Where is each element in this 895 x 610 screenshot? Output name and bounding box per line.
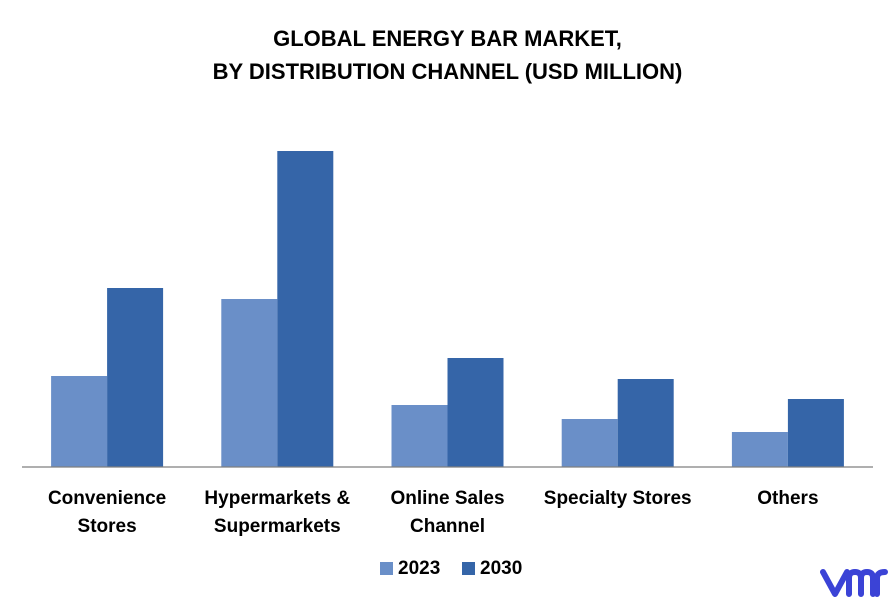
category-label-4-0: Others	[757, 488, 818, 509]
bar-2030-1	[277, 151, 334, 467]
bar-2023-3	[561, 419, 618, 467]
legend-swatch-2023	[380, 562, 393, 575]
bar-2030-4	[787, 399, 844, 467]
bar-2023-4	[731, 432, 788, 467]
bar-2030-0	[107, 288, 164, 467]
bar-2023-0	[51, 376, 108, 467]
vmr-logo	[820, 568, 888, 597]
category-label-2-1: Channel	[410, 516, 485, 537]
category-label-1-1: Supermarkets	[214, 516, 341, 537]
category-label-1-0: Hypermarkets &	[204, 488, 350, 509]
chart-title: GLOBAL ENERGY BAR MARKET, BY DISTRIBUTIO…	[0, 22, 895, 88]
category-label-2-0: Online Sales	[390, 488, 504, 509]
chart-title-line-2: BY DISTRIBUTION CHANNEL (USD MILLION)	[212, 59, 683, 84]
legend-swatch-2030	[462, 562, 475, 575]
category-label-0-0: Convenience	[48, 488, 166, 509]
chart-title-line-1: GLOBAL ENERGY BAR MARKET,	[273, 26, 622, 51]
category-label-3-0: Specialty Stores	[544, 488, 692, 509]
bar-2030-3	[617, 379, 674, 467]
bar-2030-2	[447, 358, 504, 467]
legend-label-2030: 2030	[480, 558, 522, 579]
legend-label-2023: 2023	[398, 558, 440, 579]
bar-2023-1	[221, 299, 278, 467]
category-label-0-1: Stores	[78, 516, 137, 537]
bar-2023-2	[391, 405, 448, 467]
